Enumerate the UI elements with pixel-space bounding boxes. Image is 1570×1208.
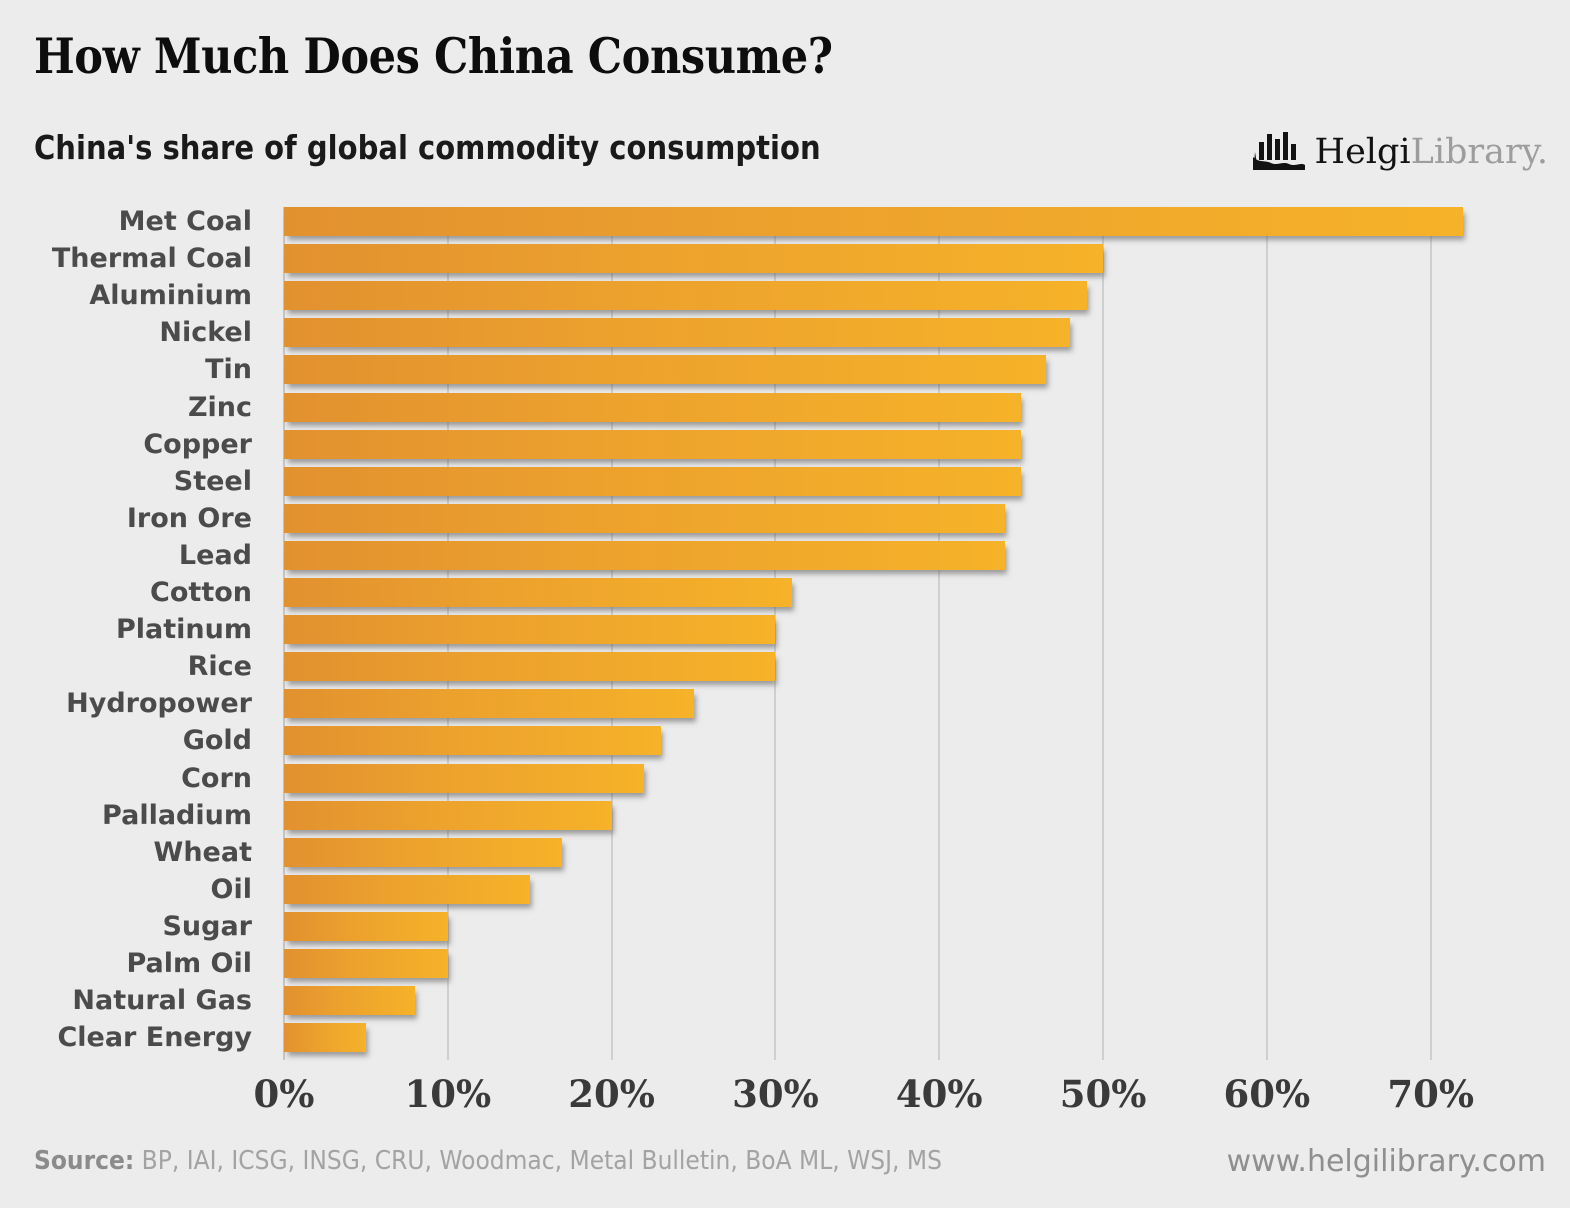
chart-plot-area (283, 207, 1464, 1060)
bar-row (284, 689, 1452, 719)
bar-row (284, 578, 1452, 607)
x-axis-tick-labels: 0% 10% 20% 30% 40% 50% 60% 70% (254, 1072, 1474, 1122)
bar-row (284, 615, 1452, 645)
bar-nickel[interactable] (284, 318, 1071, 348)
y-axis-label-aluminium: Aluminium (89, 280, 252, 312)
bar-row (284, 429, 1452, 459)
bar-tin[interactable] (284, 355, 1046, 385)
y-axis-label-palladium: Palladium (102, 799, 252, 831)
bar-lead[interactable] (284, 540, 1005, 570)
y-axis-label-iron-ore: Iron Ore (126, 502, 252, 534)
y-axis-label-met-coal: Met Coal (118, 206, 252, 237)
bar-row (284, 949, 1452, 978)
bar-oil[interactable] (284, 874, 530, 904)
bar-row (284, 207, 1464, 236)
y-axis-label-oil: Oil (210, 873, 252, 905)
y-axis-label-sugar: Sugar (162, 910, 252, 942)
bar-row (284, 355, 1452, 385)
bar-row (284, 911, 1452, 941)
bar-sugar[interactable] (284, 911, 448, 941)
y-axis-label-wheat: Wheat (153, 836, 252, 868)
bar-row (284, 540, 1452, 570)
y-axis-label-lead: Lead (178, 539, 252, 571)
bar-row (284, 652, 1452, 682)
bar-rice[interactable] (284, 652, 776, 682)
bar-gold[interactable] (284, 726, 661, 756)
x-axis-tick-10: 10% (404, 1072, 492, 1116)
bar-zinc[interactable] (284, 392, 1022, 422)
bar-aluminium[interactable] (284, 281, 1087, 311)
y-axis-label-gold: Gold (182, 725, 252, 757)
logo-primary-text: Helgi (1314, 132, 1411, 172)
bar-row (284, 392, 1452, 422)
website-url[interactable]: www.helgilibrary.com (1226, 1144, 1546, 1179)
y-axis-label-cotton: Cotton (150, 577, 252, 608)
bar-met-coal[interactable] (284, 207, 1464, 236)
y-axis-label-copper: Copper (143, 428, 252, 460)
x-axis-tick-0: 0% (253, 1072, 315, 1116)
bar-row (284, 986, 1452, 1016)
bar-cotton[interactable] (284, 578, 792, 607)
bar-thermal-coal[interactable] (284, 244, 1104, 274)
bar-palladium[interactable] (284, 800, 612, 830)
y-axis-labels: Met Coal Thermal Coal Aluminium Nickel Tin Zi… (0, 207, 268, 1060)
y-axis-label-hydropower: Hydropower (66, 688, 252, 720)
y-axis-label-corn: Corn (181, 762, 252, 794)
source-label: Source: (34, 1146, 135, 1176)
source-note: Source: BP, IAI, ICSG, INSG, CRU, Woodma… (34, 1146, 942, 1176)
bar-corn[interactable] (284, 763, 645, 793)
bar-row (284, 874, 1452, 904)
y-axis-label-rice: Rice (187, 651, 252, 683)
bar-chart-logo-icon (1251, 130, 1307, 170)
source-list: BP, IAI, ICSG, INSG, CRU, Woodmac, Metal… (134, 1146, 942, 1176)
bar-copper[interactable] (284, 429, 1022, 459)
y-axis-label-tin: Tin (205, 354, 252, 386)
bar-platinum[interactable] (284, 615, 776, 645)
y-axis-label-platinum: Platinum (115, 614, 252, 646)
bar-steel[interactable] (284, 466, 1022, 496)
bar-row (284, 837, 1452, 867)
chart-footer: Source: BP, IAI, ICSG, INSG, CRU, Woodma… (0, 1132, 1570, 1208)
y-axis-label-nickel: Nickel (159, 317, 252, 349)
bar-row (284, 281, 1452, 311)
bar-row (284, 244, 1452, 274)
x-axis-tick-50: 50% (1059, 1072, 1147, 1116)
bar-row (284, 726, 1452, 756)
chart-header: How Much Does China Consume? China's sha… (0, 0, 1570, 200)
bar-wheat[interactable] (284, 837, 563, 867)
bar-row (284, 763, 1452, 793)
y-axis-label-thermal-coal: Thermal Coal (51, 243, 252, 275)
y-axis-label-natural-gas: Natural Gas (72, 985, 252, 1017)
bar-series (284, 207, 1464, 1060)
y-axis-label-zinc: Zinc (187, 391, 252, 423)
logo-secondary-text: Library. (1410, 132, 1548, 172)
logo-wordmark: HelgiLibrary. (1315, 134, 1548, 170)
bar-row (284, 466, 1452, 496)
chart-subtitle: China's share of global commodity consum… (34, 128, 821, 167)
x-axis-tick-40: 40% (895, 1072, 983, 1116)
bar-row (284, 318, 1452, 348)
helgi-library-logo[interactable]: HelgiLibrary. (1251, 122, 1548, 170)
bar-palm-oil[interactable] (284, 949, 448, 978)
x-axis-tick-70: 70% (1387, 1072, 1475, 1116)
y-axis-label-steel: Steel (173, 465, 252, 497)
bar-iron-ore[interactable] (284, 503, 1005, 533)
page-title: How Much Does China Consume? (34, 27, 833, 85)
bar-hydropower[interactable] (284, 689, 694, 719)
x-axis-tick-30: 30% (732, 1072, 819, 1116)
bar-row (284, 800, 1452, 830)
bar-natural-gas[interactable] (284, 986, 416, 1016)
bar-row (284, 503, 1452, 533)
y-axis-label-palm-oil: Palm Oil (126, 948, 252, 979)
y-axis-label-clear-energy: Clear Energy (57, 1022, 252, 1054)
bar-row (284, 1023, 1452, 1053)
x-axis-tick-60: 60% (1223, 1072, 1311, 1116)
x-axis-tick-20: 20% (568, 1072, 655, 1116)
bar-clear-energy[interactable] (284, 1023, 366, 1053)
